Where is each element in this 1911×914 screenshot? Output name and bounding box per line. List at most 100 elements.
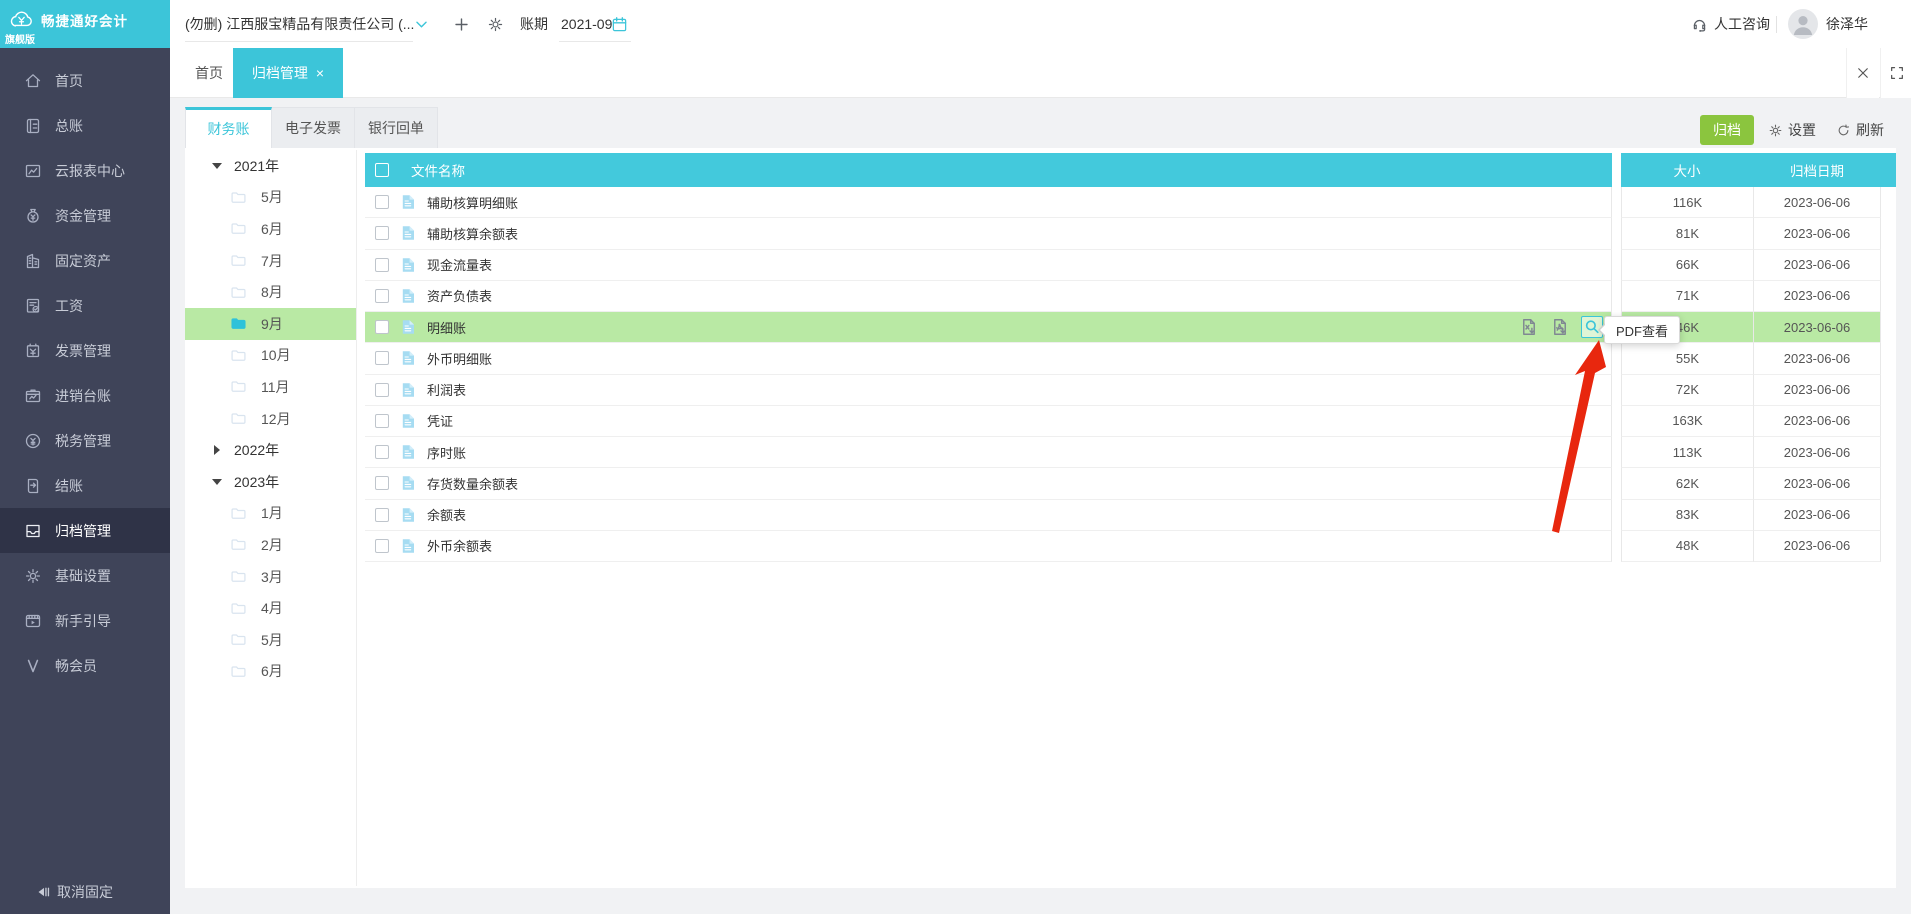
- table-row[interactable]: 资产负债表 71K 2023-06-06: [365, 280, 1881, 312]
- tree-month[interactable]: 6月: [185, 213, 356, 245]
- sidebar-item-payroll[interactable]: 工资: [0, 283, 170, 328]
- archive-icon: [24, 522, 42, 540]
- row-checkbox[interactable]: [375, 257, 389, 272]
- tree-month-label: 4月: [261, 600, 283, 617]
- select-all-checkbox[interactable]: [375, 163, 389, 177]
- company-selector[interactable]: (勿删) 江西服宝精品有限责任公司 (...: [185, 0, 414, 48]
- content-tab-1[interactable]: 电子发票: [272, 107, 355, 148]
- row-checkbox[interactable]: [375, 507, 389, 522]
- tree-month[interactable]: 11月: [185, 371, 356, 403]
- row-checkbox[interactable]: [375, 320, 389, 335]
- content-tab-0[interactable]: 财务账: [185, 107, 272, 148]
- tree-year[interactable]: 2021年: [185, 150, 356, 182]
- row-checkbox[interactable]: [375, 226, 389, 241]
- tree-month[interactable]: 8月: [185, 276, 356, 308]
- tree-month[interactable]: 12月: [185, 403, 356, 435]
- username[interactable]: 徐泽华: [1826, 0, 1868, 48]
- support-button[interactable]: 人工咨询: [1691, 0, 1770, 48]
- table-row[interactable]: 存货数量余额表 62K 2023-06-06: [365, 468, 1881, 500]
- period-picker-button[interactable]: [611, 0, 628, 48]
- period-underline: [559, 41, 631, 42]
- archive-button[interactable]: 归档: [1700, 115, 1754, 145]
- tree-month[interactable]: 3月: [185, 561, 356, 593]
- sidebar-item-cloud-report[interactable]: 云报表中心: [0, 148, 170, 193]
- file-size: 163K: [1621, 405, 1753, 437]
- refresh-button[interactable]: 刷新: [1836, 115, 1884, 145]
- sidebar-item-general-ledger[interactable]: 总账: [0, 103, 170, 148]
- pdf-download-icon[interactable]: [1550, 317, 1570, 337]
- calendar-icon: [611, 16, 628, 33]
- table-row[interactable]: 凭证 163K 2023-06-06: [365, 405, 1881, 437]
- company-dropdown[interactable]: [413, 0, 430, 48]
- table-row[interactable]: 现金流量表 66K 2023-06-06: [365, 249, 1881, 281]
- settings-button[interactable]: 设置: [1768, 115, 1816, 145]
- archive-date: 2023-06-06: [1753, 312, 1881, 344]
- row-checkbox[interactable]: [375, 382, 389, 397]
- collapse-sidebar-button[interactable]: 取消固定: [36, 882, 113, 902]
- sidebar-item-settings[interactable]: 基础设置: [0, 553, 170, 598]
- edition-badge: 旗舰版: [5, 35, 35, 46]
- sidebar-item-member[interactable]: 畅会员: [0, 643, 170, 688]
- sidebar-item-closing[interactable]: 结账: [0, 463, 170, 508]
- window-tab-label: 首页: [195, 65, 223, 81]
- row-checkbox[interactable]: [375, 476, 389, 491]
- close-all-tabs-button[interactable]: [1846, 48, 1879, 98]
- row-checkbox[interactable]: [375, 195, 389, 210]
- add-company-button[interactable]: [453, 0, 470, 48]
- tree-month-label: 7月: [261, 252, 283, 269]
- row-checkbox[interactable]: [375, 288, 389, 303]
- row-checkbox[interactable]: [375, 351, 389, 366]
- tree-month-label: 12月: [261, 410, 291, 427]
- sidebar-item-funds[interactable]: 资金管理: [0, 193, 170, 238]
- support-label: 人工咨询: [1714, 16, 1770, 32]
- doc-icon: [399, 474, 417, 492]
- tree-month[interactable]: 5月: [185, 624, 356, 656]
- table-row[interactable]: 利润表 72K 2023-06-06: [365, 374, 1881, 406]
- company-settings-button[interactable]: [487, 0, 504, 48]
- row-checkbox[interactable]: [375, 413, 389, 428]
- table-row[interactable]: 序时账 113K 2023-06-06: [365, 437, 1881, 469]
- avatar[interactable]: [1788, 9, 1818, 39]
- caret-down-icon[interactable]: [212, 477, 222, 487]
- sidebar-item-label: 畅会员: [55, 657, 97, 674]
- tree-month[interactable]: 2月: [185, 529, 356, 561]
- tree-year[interactable]: 2022年: [185, 434, 356, 466]
- caret-right-icon[interactable]: [212, 445, 222, 456]
- content-tab-2[interactable]: 银行回单: [355, 107, 438, 148]
- sidebar-item-purchase-sales[interactable]: 进销台账: [0, 373, 170, 418]
- table-row[interactable]: 余额表 83K 2023-06-06: [365, 499, 1881, 531]
- tree-month[interactable]: 9月: [185, 307, 356, 340]
- sidebar-item-archive[interactable]: 归档管理: [0, 508, 170, 553]
- tree-month[interactable]: 4月: [185, 592, 356, 624]
- caret-down-icon[interactable]: [212, 161, 222, 171]
- excel-download-icon[interactable]: [1519, 317, 1539, 337]
- table-row[interactable]: 外币余额表 48K 2023-06-06: [365, 530, 1881, 562]
- sidebar-item-fixed-assets[interactable]: 固定资产: [0, 238, 170, 283]
- folder-icon: [230, 536, 247, 553]
- tree-month[interactable]: 1月: [185, 498, 356, 530]
- sidebar-item-tax[interactable]: 税务管理: [0, 418, 170, 463]
- sidebar-item-guide[interactable]: 新手引导: [0, 598, 170, 643]
- row-checkbox[interactable]: [375, 538, 389, 553]
- row-checkbox[interactable]: [375, 445, 389, 460]
- sidebar-item-invoice[interactable]: 发票管理: [0, 328, 170, 373]
- sidebar-item-home[interactable]: 首页: [0, 58, 170, 103]
- table-row[interactable]: 辅助核算余额表 81K 2023-06-06: [365, 218, 1881, 250]
- window-tab-0[interactable]: 首页: [185, 48, 233, 98]
- period-value[interactable]: 2021-09: [561, 0, 612, 48]
- table-body: 辅助核算明细账 116K 2023-06-06 辅助核算余额表 81K 2023-06-0…: [365, 187, 1881, 562]
- column-gap: [1612, 250, 1621, 281]
- tree-month[interactable]: 7月: [185, 245, 356, 277]
- tree-year-label: 2021年: [234, 157, 280, 174]
- window-tab-1[interactable]: 归档管理 ×: [233, 48, 343, 98]
- tree-month[interactable]: 6月: [185, 656, 356, 688]
- fullscreen-button[interactable]: [1880, 48, 1911, 98]
- close-tab-icon[interactable]: ×: [315, 65, 325, 81]
- table-row[interactable]: 外币明细账 55K 2023-06-06: [365, 343, 1881, 375]
- table-row[interactable]: 辅助核算明细账 116K 2023-06-06: [365, 187, 1881, 219]
- tree-month[interactable]: 10月: [185, 340, 356, 372]
- tree-year[interactable]: 2023年: [185, 466, 356, 498]
- tree-month-label: 5月: [261, 189, 283, 206]
- tree-month[interactable]: 5月: [185, 182, 356, 214]
- window-tabs: 首页 归档管理 ×: [185, 48, 343, 98]
